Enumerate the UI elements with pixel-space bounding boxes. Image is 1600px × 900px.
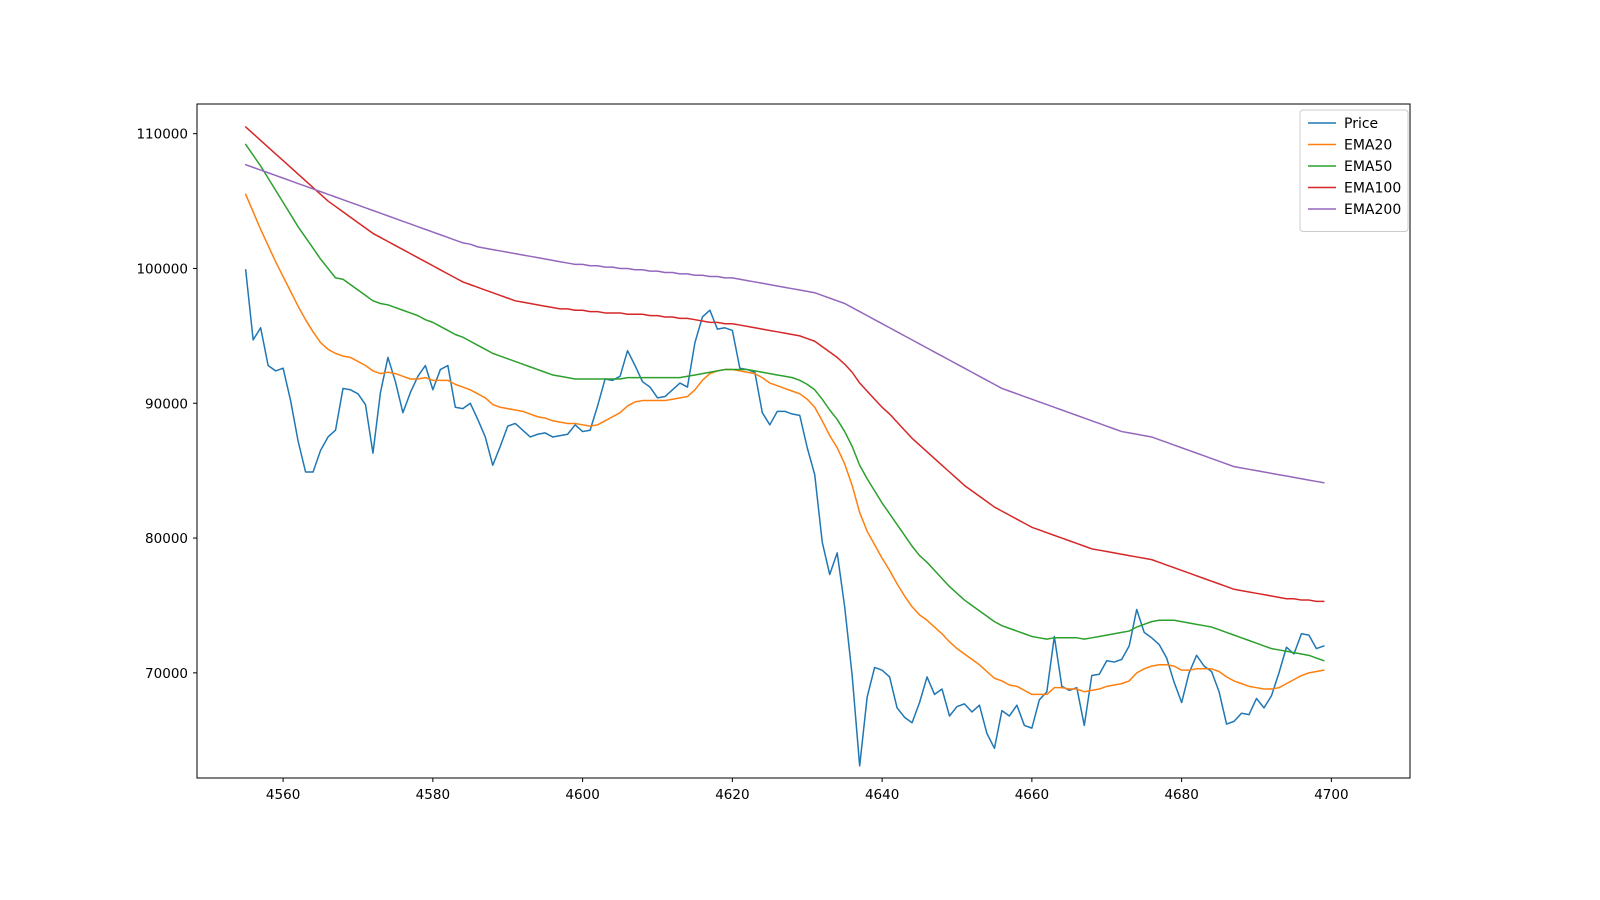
y-tick-label: 100000	[136, 261, 188, 277]
x-tick-label: 4680	[1164, 787, 1198, 803]
x-tick-label: 4600	[565, 787, 599, 803]
axis-ticks-group: 4560 4580 4600 4620 4640 4660 4680 4700 70000 800…	[136, 127, 1348, 803]
legend-label-ema200: EMA200	[1344, 202, 1401, 218]
plot-axes	[196, 103, 1411, 779]
x-tick-label: 4700	[1314, 787, 1348, 803]
series-line-ema50	[244, 143, 1325, 662]
series-line-ema20	[244, 193, 1325, 696]
legend-label-ema50: EMA50	[1344, 159, 1392, 175]
legend-label-ema20: EMA20	[1344, 138, 1392, 154]
data-series-group	[244, 126, 1325, 767]
y-tick-label: 80000	[145, 531, 188, 547]
x-tick-label: 4580	[416, 787, 450, 803]
plot-frame	[196, 103, 1411, 779]
chart-legend: Price EMA20 EMA50 EMA100 EMA200	[1299, 109, 1409, 232]
legend-label-price: Price	[1344, 116, 1378, 132]
y-tick-label: 90000	[145, 396, 188, 412]
legend-label-ema100: EMA100	[1344, 181, 1401, 197]
series-line-price	[244, 269, 1325, 767]
y-tick-label: 110000	[136, 127, 188, 143]
series-line-ema100	[244, 126, 1325, 603]
series-line-ema200	[244, 163, 1325, 484]
x-tick-label: 4660	[1015, 787, 1049, 803]
x-tick-label: 4620	[715, 787, 749, 803]
x-tick-label: 4560	[266, 787, 300, 803]
legend-box	[1299, 109, 1409, 232]
x-tick-label: 4640	[865, 787, 899, 803]
y-tick-label: 70000	[145, 666, 188, 682]
